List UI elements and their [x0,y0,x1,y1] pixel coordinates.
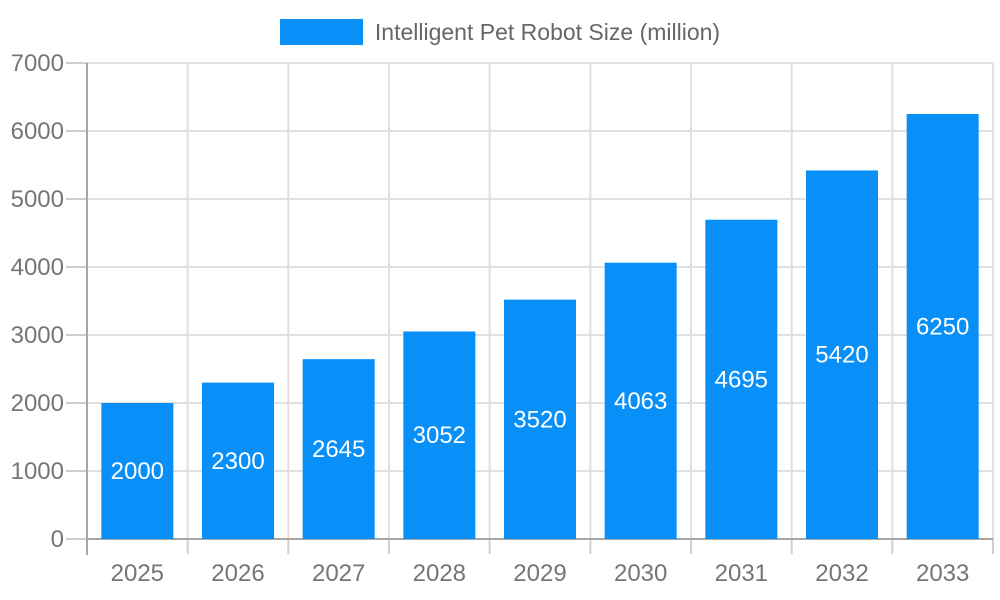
y-tick-label: 7000 [11,50,64,77]
legend[interactable]: Intelligent Pet Robot Size (million) [0,19,1000,45]
x-tick-label: 2025 [111,560,164,587]
bar-value-label: 6250 [916,314,969,341]
y-tick-label: 1000 [11,458,64,485]
y-tick-label: 2000 [11,390,64,417]
bar-2028[interactable] [403,331,476,539]
bar-2032[interactable] [806,170,878,539]
x-tick-label: 2028 [413,560,466,587]
bar-value-label: 2645 [312,436,365,463]
bar-2027[interactable] [302,359,375,539]
x-tick-label: 2027 [312,560,365,587]
bar-value-label: 3052 [413,422,466,449]
x-tick-label: 2033 [916,560,969,587]
bar-value-label: 3520 [513,406,566,433]
bar-2029[interactable] [504,299,576,539]
bar-2033[interactable] [906,114,979,539]
bar-2025[interactable] [101,403,174,539]
y-tick-label: 3000 [11,322,64,349]
x-tick-label: 2030 [614,560,667,587]
bar-value-label: 4063 [614,388,667,415]
bar-2030[interactable] [604,262,677,539]
bar-value-label: 4695 [715,366,768,393]
y-tick-label: 4000 [11,254,64,281]
bar-value-label: 2000 [111,458,164,485]
bar-2031[interactable] [705,219,778,540]
bar-2026[interactable] [202,382,274,539]
x-tick-label: 2031 [715,560,768,587]
y-tick-label: 0 [51,526,64,553]
x-tick-label: 2032 [815,560,868,587]
y-tick-label: 6000 [11,118,64,145]
y-tick-label: 5000 [11,186,64,213]
legend-label: Intelligent Pet Robot Size (million) [374,19,721,45]
x-tick-label: 2026 [211,560,264,587]
bar-value-label: 2300 [211,448,264,475]
x-tick-label: 2029 [513,560,566,587]
bar-value-label: 5420 [815,342,868,369]
legend-swatch [279,19,363,45]
